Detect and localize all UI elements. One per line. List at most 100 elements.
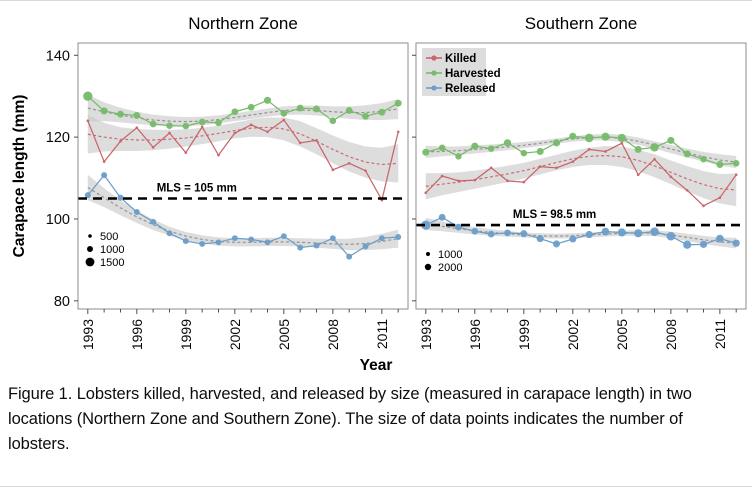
x-tick-label: 2005 bbox=[614, 319, 630, 350]
plot-content: MLS = 98.5 mm bbox=[416, 132, 746, 249]
data-point bbox=[503, 139, 512, 147]
panel-title-southern: Southern Zone bbox=[525, 14, 637, 33]
data-point bbox=[617, 228, 626, 237]
data-point bbox=[634, 229, 643, 238]
data-point bbox=[552, 139, 561, 147]
data-point bbox=[280, 109, 288, 117]
data-point bbox=[685, 188, 689, 192]
mls-label: MLS = 98.5 mm bbox=[513, 209, 596, 221]
x-axis-title: Year bbox=[360, 357, 393, 374]
data-point bbox=[282, 118, 286, 122]
data-point bbox=[83, 91, 93, 101]
data-point bbox=[247, 103, 255, 111]
data-point bbox=[683, 240, 692, 249]
data-point bbox=[150, 218, 157, 225]
data-point bbox=[699, 240, 708, 248]
data-point bbox=[424, 191, 428, 195]
data-point bbox=[584, 133, 594, 143]
data-point bbox=[601, 132, 610, 141]
figure-caption: Figure 1. Lobsters killed, harvested, an… bbox=[8, 385, 692, 453]
data-point bbox=[133, 111, 141, 119]
data-point bbox=[217, 153, 220, 157]
data-point bbox=[166, 230, 173, 237]
data-point bbox=[438, 144, 446, 152]
data-point bbox=[362, 243, 369, 250]
data-point bbox=[569, 132, 577, 140]
data-point bbox=[102, 160, 106, 164]
y-tick-label: 100 bbox=[46, 212, 70, 228]
series-markers-released bbox=[421, 213, 740, 249]
data-point bbox=[345, 107, 353, 114]
data-point bbox=[362, 112, 369, 120]
data-point bbox=[536, 147, 544, 155]
panel-border bbox=[415, 42, 747, 310]
data-point bbox=[522, 180, 526, 184]
data-point bbox=[669, 175, 673, 179]
data-point bbox=[650, 143, 659, 152]
data-point bbox=[364, 169, 367, 173]
figure-caption-area: Figure 1. Lobsters killed, harvested, an… bbox=[0, 376, 752, 488]
legend-marker-killed bbox=[431, 55, 437, 61]
data-point bbox=[394, 99, 402, 107]
data-point bbox=[520, 230, 528, 238]
data-point bbox=[231, 235, 238, 242]
data-point bbox=[715, 234, 724, 243]
data-point bbox=[718, 196, 722, 200]
data-point bbox=[571, 160, 575, 164]
x-tick-label: 1999 bbox=[178, 319, 194, 350]
x-tick-label: 1996 bbox=[129, 319, 145, 350]
data-point bbox=[117, 110, 124, 118]
data-point bbox=[473, 178, 477, 182]
size-legend-marker bbox=[88, 234, 92, 238]
data-point bbox=[617, 133, 626, 143]
data-point bbox=[198, 118, 206, 126]
mls-label: MLS = 105 mm bbox=[157, 183, 237, 195]
y-tick-label: 140 bbox=[46, 48, 70, 64]
data-point bbox=[215, 239, 222, 246]
x-tick-label: 2005 bbox=[276, 319, 292, 350]
series-line-released bbox=[87, 174, 399, 258]
data-point bbox=[231, 108, 239, 116]
size-legend-marker bbox=[426, 252, 430, 256]
series-markers-harvested bbox=[422, 132, 740, 169]
plot-content: MLS = 105 mm bbox=[78, 91, 408, 260]
size-legend-label: 1000 bbox=[100, 244, 124, 256]
x-tick-label: 2002 bbox=[565, 319, 581, 350]
confidence-ribbon-released bbox=[87, 174, 399, 251]
legend-marker-harvested bbox=[431, 70, 437, 76]
data-point bbox=[263, 96, 272, 104]
data-point bbox=[636, 173, 640, 177]
x-tick-label: 2011 bbox=[374, 319, 390, 349]
data-point bbox=[440, 174, 444, 178]
data-point bbox=[182, 238, 189, 245]
data-point bbox=[700, 155, 707, 163]
chart-svg: Northern Zone MLS = 105 mm 80 100 120 140 Cara… bbox=[11, 14, 747, 374]
x-tick-label: 1996 bbox=[467, 319, 483, 350]
data-point bbox=[297, 244, 304, 251]
legend-marker-released bbox=[431, 85, 437, 91]
legend-label-killed: Killed bbox=[445, 53, 476, 65]
series-markers-released bbox=[84, 172, 402, 260]
y-axis-title: Carapace length (mm) bbox=[11, 95, 28, 258]
data-point bbox=[264, 239, 271, 246]
legend-label-harvested: Harvested bbox=[445, 68, 501, 80]
size-legend-marker bbox=[424, 263, 432, 271]
data-point bbox=[135, 126, 139, 130]
data-point bbox=[200, 125, 204, 129]
series-line-killed bbox=[425, 142, 737, 207]
panel-northern: Northern Zone MLS = 105 mm 80 100 120 140 Cara… bbox=[11, 14, 409, 350]
trend-line-released bbox=[425, 223, 737, 244]
data-point bbox=[84, 192, 91, 199]
x-tick-label: 2002 bbox=[227, 319, 243, 350]
data-point bbox=[378, 235, 385, 242]
data-point bbox=[151, 146, 155, 149]
data-point bbox=[100, 107, 108, 115]
data-point bbox=[489, 166, 493, 170]
data-point bbox=[504, 229, 511, 237]
data-point bbox=[569, 235, 577, 243]
data-point bbox=[395, 234, 402, 240]
panel-southern: Southern Zone MLS = 98.5 mm 1993 1996 1999 20… bbox=[412, 14, 747, 350]
data-point bbox=[536, 235, 544, 243]
